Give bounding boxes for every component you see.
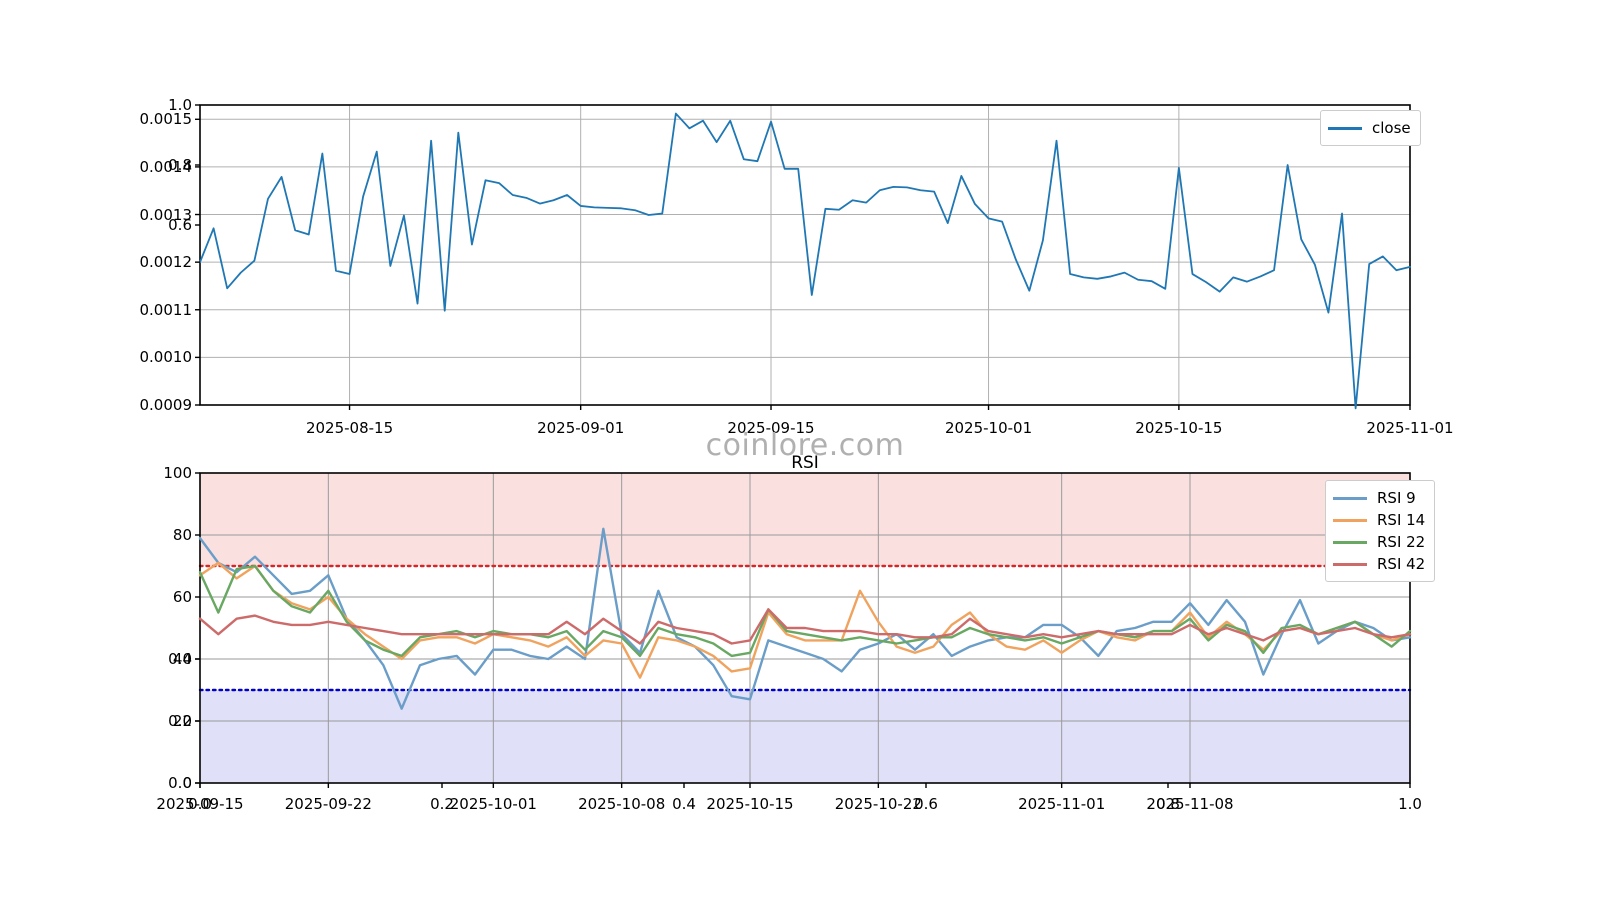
price-y-tick-label: 0.0013 [139, 205, 193, 224]
legend-label: RSI 9 [1377, 489, 1416, 507]
price-y-tick-label: 0.0010 [139, 348, 193, 367]
rsi-legend-item[interactable]: RSI 14 [1333, 509, 1425, 531]
price-y-tick-label: 0.0011 [139, 300, 193, 319]
price-y-overlay-tick-label: 0.6 [168, 216, 192, 234]
rsi-y-overlay-tick-label: 0.0 [168, 774, 192, 792]
rsi-legend-item[interactable]: RSI 42 [1333, 553, 1425, 575]
rsi-y-tick-label: 20 [172, 712, 192, 730]
rsi-y-tick-label: 0 [182, 774, 192, 792]
price-chart-legend[interactable]: close [1320, 110, 1421, 146]
rsi-x-tick-label: 2025-09-22 [284, 795, 372, 813]
rsi-legend-item[interactable]: RSI 9 [1333, 487, 1425, 509]
rsi-x-tick-label: 2025-11-01 [1018, 795, 1106, 813]
price-legend-item[interactable]: close [1328, 117, 1411, 139]
legend-color-swatch [1333, 496, 1367, 500]
price-y-overlay-tick-label: 1.0 [168, 96, 192, 114]
legend-label: RSI 22 [1377, 533, 1426, 551]
rsi-legend-item[interactable]: RSI 22 [1333, 531, 1425, 553]
price-chart-panel: 0.0009 0.0010 0.0011 0.0012 0.0013 0.0014 0.00… [139, 96, 1454, 437]
rsi-x-tick-label: 2025-10-01 [449, 795, 537, 813]
price-x-tick-label: 2025-08-15 [305, 419, 394, 437]
watermark: coinlore.com [705, 428, 905, 463]
rsi-y-overlay-tick-label: 0.2 [168, 712, 192, 730]
legend-color-swatch [1333, 540, 1367, 544]
price-x-tick-label: 2025-09-15 [727, 419, 815, 437]
rsi-panel-title: RSI [791, 453, 819, 473]
rsi-x-overlay-tick-label: 0.8 [1156, 795, 1180, 813]
rsi-chart-svg [195, 472, 1412, 788]
rsi-chart-panel: 0 20 40 60 80 100 0.0 0.2 0.4 2025-09-15 2025-09… [0, 460, 1600, 900]
price-chart-svg [195, 104, 1411, 410]
rsi-y-tick-label: 40 [172, 650, 192, 668]
price-x-tick-label: 2025-10-15 [1135, 419, 1223, 437]
rsi-y-tick-label: 60 [172, 588, 192, 606]
rsi-x-tick-label: 2025-10-15 [706, 795, 794, 813]
legend-label: RSI 42 [1377, 555, 1426, 573]
rsi-x-overlay-tick-label: 1.0 [1398, 795, 1422, 813]
legend-color-swatch [1333, 562, 1367, 566]
price-y-tick-label: 0.0015 [139, 110, 193, 129]
rsi-x-tick-label: 2025-09-15 [156, 795, 244, 813]
legend-label: close [1372, 119, 1411, 137]
price-y-overlay-tick-label: 0.8 [168, 156, 192, 174]
rsi-x-tick-label: 2025-10-08 [578, 795, 666, 813]
price-x-tick-label: 2025-10-01 [944, 419, 1033, 437]
price-y-tick-label: 0.0009 [139, 396, 193, 414]
rsi-chart-legend[interactable]: RSI 9 RSI 14 RSI 22 RSI 42 [1325, 480, 1436, 582]
rsi-x-overlay-tick-label: 0.6 [914, 795, 938, 813]
rsi-x-overlay-tick-label: 0.2 [430, 795, 454, 813]
rsi-x-tick-label: 2025-11-08 [1146, 795, 1234, 813]
price-y-tick-label: 0.0014 [139, 157, 193, 176]
price-x-tick-label: 2025-09-01 [537, 419, 625, 437]
rsi-x-overlay-tick-label: 0.0 [188, 795, 212, 813]
price-y-tick-label: 0.0012 [139, 253, 193, 272]
legend-color-swatch [1328, 126, 1362, 130]
rsi-x-overlay-tick-label: 0.4 [672, 795, 696, 813]
rsi-y-tick-label: 80 [172, 526, 192, 544]
legend-label: RSI 14 [1377, 511, 1426, 529]
price-x-tick-label: 2025-11-01 [1366, 419, 1454, 437]
rsi-y-tick-label: 100 [163, 464, 192, 482]
rsi-y-overlay-tick-label: 0.4 [168, 650, 192, 668]
legend-color-swatch [1333, 518, 1367, 522]
rsi-x-tick-label: 2025-10-22 [834, 795, 922, 813]
